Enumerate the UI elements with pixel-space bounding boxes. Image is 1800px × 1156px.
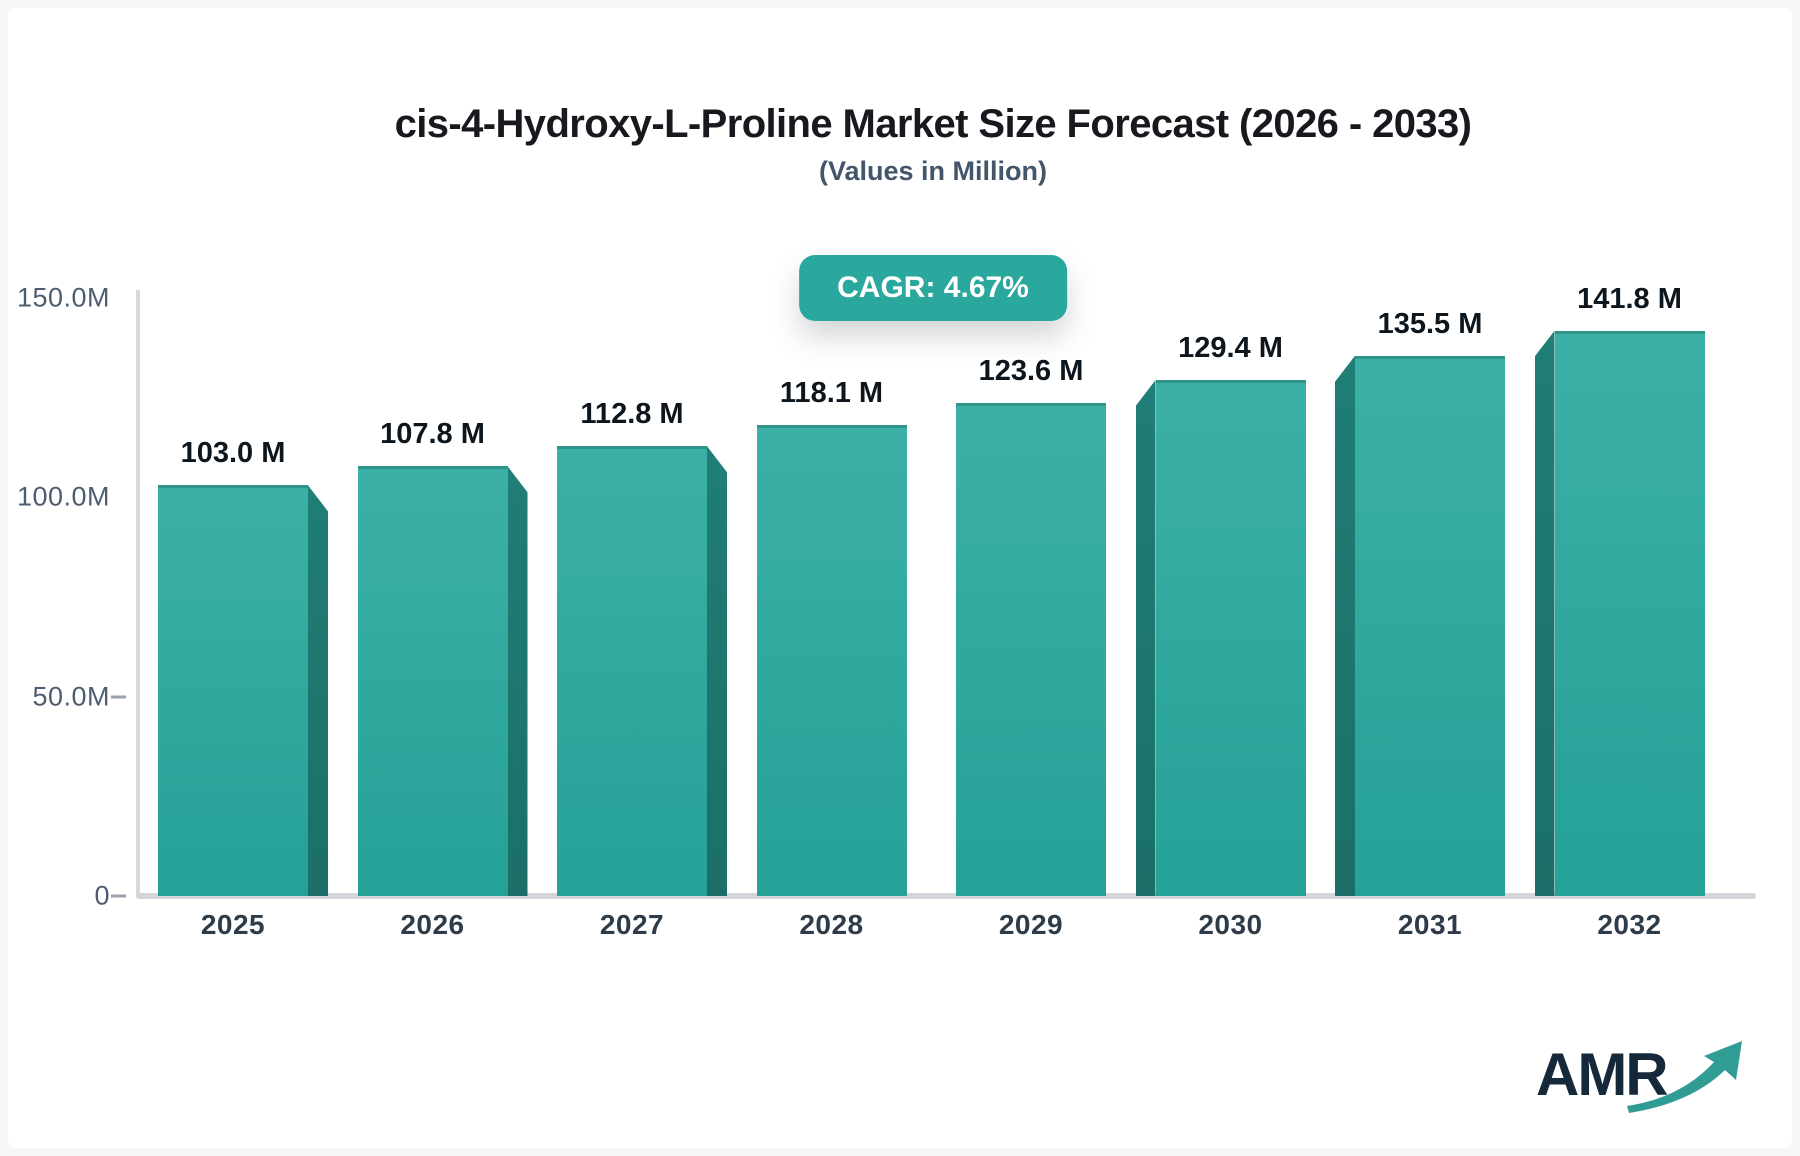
y-axis-tick [111, 695, 126, 699]
bar-chart-plot-area: 150.0M 100.0M 50.0M 0 103.0 M 2025 107.8 M 2026… [8, 8, 1792, 1148]
bar-side-face [1534, 330, 1555, 896]
x-axis-label: 2029 [998, 909, 1064, 940]
amr-logo: AMR [1536, 1038, 1742, 1124]
x-axis-label: 2025 [200, 909, 266, 940]
bar [1554, 330, 1705, 896]
chart-subtitle: (Values in Million) [818, 156, 1048, 186]
bar [756, 425, 907, 896]
bar [557, 446, 707, 896]
x-axis-label: 2031 [1397, 909, 1463, 940]
bar [1355, 355, 1505, 896]
bar-value-label: 123.6 M [978, 355, 1084, 388]
y-axis-line [136, 290, 140, 896]
y-axis-label: 50.0M [32, 681, 110, 712]
bar-value-label: 107.8 M [380, 418, 485, 451]
bar [357, 466, 508, 896]
chart-title: cis-4-Hydroxy-L-Proline Market Size Fore… [394, 102, 1472, 146]
x-axis-label: 2028 [799, 909, 864, 940]
bar-side-face [707, 446, 727, 896]
bar-value-label: 129.4 M [1178, 332, 1283, 365]
y-axis-label: 150.0M [16, 282, 110, 313]
x-axis-label: 2026 [400, 909, 465, 940]
bar-side-face [507, 466, 528, 896]
x-axis-baseline [136, 893, 1756, 899]
growth-arrow-icon [1627, 1041, 1742, 1113]
bar-value-label: 112.8 M [580, 398, 684, 431]
y-axis-label: 0 [94, 880, 110, 911]
bar [1155, 380, 1306, 896]
bar-value-label: 103.0 M [180, 437, 286, 470]
y-axis-tick [111, 894, 126, 898]
cagr-badge: CAGR: 4.67% [799, 255, 1067, 321]
bar-side-face [308, 485, 328, 896]
bar-side-face [1335, 355, 1355, 896]
chart-card: cis-4-Hydroxy-L-Proline Market Size Fore… [8, 8, 1792, 1148]
x-axis-label: 2027 [599, 909, 665, 940]
bar [158, 485, 308, 896]
x-axis-label: 2032 [1597, 909, 1662, 940]
bar-value-label: 135.5 M [1377, 307, 1483, 340]
amr-logo-text: AMR [1536, 1041, 1669, 1108]
bar-side-face [1135, 380, 1156, 896]
bar [956, 403, 1106, 896]
bar-value-label: 118.1 M [779, 377, 884, 410]
y-axis-label: 100.0M [16, 481, 110, 512]
bar-value-label: 141.8 M [1577, 282, 1682, 315]
x-axis-label: 2030 [1198, 909, 1263, 940]
